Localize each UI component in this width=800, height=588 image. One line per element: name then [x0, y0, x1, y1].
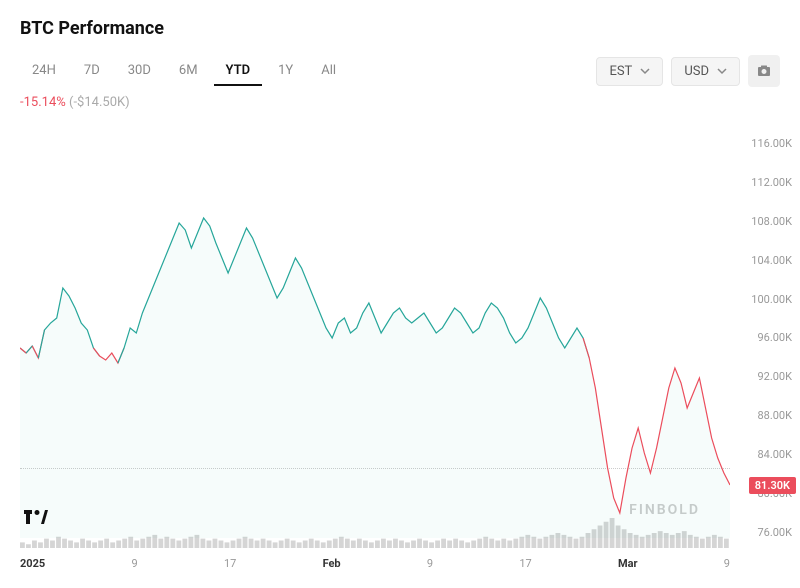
currency-label: USD [684, 64, 709, 79]
chevron-down-icon [640, 66, 650, 76]
y-tick: 84.00K [742, 449, 792, 460]
y-tick: 76.00K [742, 527, 792, 538]
price-chart [20, 138, 730, 538]
x-tick: Mar [618, 557, 638, 570]
performance-pct: -15.14% [20, 95, 66, 110]
camera-icon [756, 63, 772, 79]
x-tick: Feb [323, 557, 341, 570]
snapshot-button[interactable] [748, 55, 780, 87]
tradingview-logo [24, 509, 48, 528]
chevron-down-icon [717, 66, 727, 76]
controls-bar: 24H7D30D6MYTD1YAll EST USD [0, 55, 800, 87]
x-tick: 17 [519, 557, 531, 570]
timeframe-tab-1y[interactable]: 1Y [266, 57, 305, 86]
y-tick: 116.00K [742, 138, 792, 149]
y-tick: 104.00K [742, 255, 792, 266]
x-tick: 17 [224, 557, 236, 570]
x-tick: 2025 [20, 557, 45, 570]
page-title: BTC Performance [20, 18, 780, 39]
chart-area[interactable]: 116.00K 112.00K 108.00K 104.00K 100.00K 96.00… [0, 118, 800, 588]
timezone-dropdown[interactable]: EST [596, 57, 663, 86]
x-tick: 9 [427, 557, 433, 570]
timeframe-tabs: 24H7D30D6MYTD1YAll [20, 57, 348, 86]
performance-abs: (-$14.50K) [69, 95, 130, 110]
x-axis-labels: 2025 9 17 Feb 9 17 Mar 9 [20, 557, 730, 570]
timeframe-tab-30d[interactable]: 30D [116, 57, 163, 86]
timeframe-tab-7d[interactable]: 7D [72, 57, 112, 86]
y-tick: 108.00K [742, 216, 792, 227]
timezone-label: EST [609, 64, 632, 79]
y-tick: 96.00K [742, 332, 792, 343]
performance-summary: -15.14% (-$14.50K) [0, 87, 800, 118]
y-tick: 100.00K [742, 294, 792, 305]
x-tick: 9 [724, 557, 730, 570]
y-tick: 112.00K [742, 177, 792, 188]
currency-dropdown[interactable]: USD [671, 57, 740, 86]
x-tick: 9 [132, 557, 138, 570]
timeframe-tab-24h[interactable]: 24H [20, 57, 68, 86]
timeframe-tab-ytd[interactable]: YTD [214, 57, 263, 86]
y-tick: 92.00K [742, 371, 792, 382]
timeframe-tab-6m[interactable]: 6M [167, 57, 210, 86]
right-controls: EST USD [596, 55, 780, 87]
timeframe-tab-all[interactable]: All [309, 57, 348, 86]
current-price-tag: 81.30K [749, 477, 796, 494]
y-tick: 88.00K [742, 410, 792, 421]
